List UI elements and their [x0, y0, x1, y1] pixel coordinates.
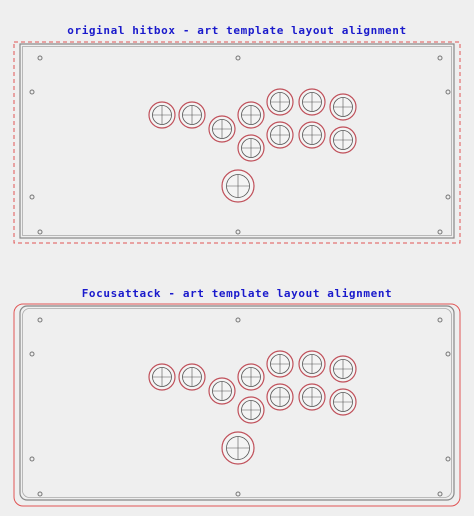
focusattack-screw-hole	[37, 491, 43, 497]
focusattack-screw-hole	[445, 456, 451, 462]
focusattack-outline	[13, 303, 461, 507]
hitbox-button	[237, 101, 265, 129]
focusattack-screw-hole	[437, 317, 443, 323]
focusattack-button	[237, 396, 265, 424]
focusattack-screw-hole	[29, 456, 35, 462]
hitbox-button	[208, 115, 236, 143]
hitbox-button	[237, 134, 265, 162]
hitbox-outline	[13, 41, 461, 244]
hitbox-panel-title: original hitbox - art template layout al…	[67, 24, 407, 37]
hitbox-screw-hole	[37, 229, 43, 235]
hitbox-plate-outer	[19, 43, 455, 239]
focusattack-panel-title: Focusattack - art template layout alignm…	[81, 287, 393, 300]
hitbox-panel	[13, 41, 461, 244]
hitbox-button	[298, 88, 326, 116]
hitbox-button	[266, 121, 294, 149]
focusattack-up-button	[221, 431, 255, 465]
focusattack-screw-hole	[437, 491, 443, 497]
hitbox-button	[148, 101, 176, 129]
hitbox-button	[178, 101, 206, 129]
hitbox-plate-inner	[22, 46, 452, 236]
focusattack-panel	[13, 303, 461, 507]
focusattack-button	[329, 388, 357, 416]
hitbox-screw-hole	[437, 229, 443, 235]
hitbox-screw-hole	[235, 229, 241, 235]
focusattack-button	[148, 363, 176, 391]
focusattack-button	[329, 355, 357, 383]
hitbox-button	[329, 126, 357, 154]
hitbox-button	[298, 121, 326, 149]
hitbox-screw-hole	[445, 194, 451, 200]
hitbox-up-button	[221, 169, 255, 203]
hitbox-screw-hole	[29, 194, 35, 200]
hitbox-button	[266, 88, 294, 116]
hitbox-screw-hole	[235, 55, 241, 61]
focusattack-plate-inner	[22, 308, 452, 498]
focusattack-plate-outer	[19, 305, 455, 501]
focusattack-button	[298, 350, 326, 378]
hitbox-screw-hole	[29, 89, 35, 95]
focusattack-screw-hole	[235, 491, 241, 497]
hitbox-screw-hole	[445, 89, 451, 95]
hitbox-screw-hole	[437, 55, 443, 61]
focusattack-button	[298, 383, 326, 411]
hitbox-button	[329, 93, 357, 121]
focusattack-screw-hole	[445, 351, 451, 357]
hitbox-screw-hole	[37, 55, 43, 61]
focusattack-button	[266, 350, 294, 378]
focusattack-button	[208, 377, 236, 405]
focusattack-button	[178, 363, 206, 391]
focusattack-screw-hole	[37, 317, 43, 323]
focusattack-button	[266, 383, 294, 411]
focusattack-screw-hole	[235, 317, 241, 323]
focusattack-screw-hole	[29, 351, 35, 357]
focusattack-button	[237, 363, 265, 391]
